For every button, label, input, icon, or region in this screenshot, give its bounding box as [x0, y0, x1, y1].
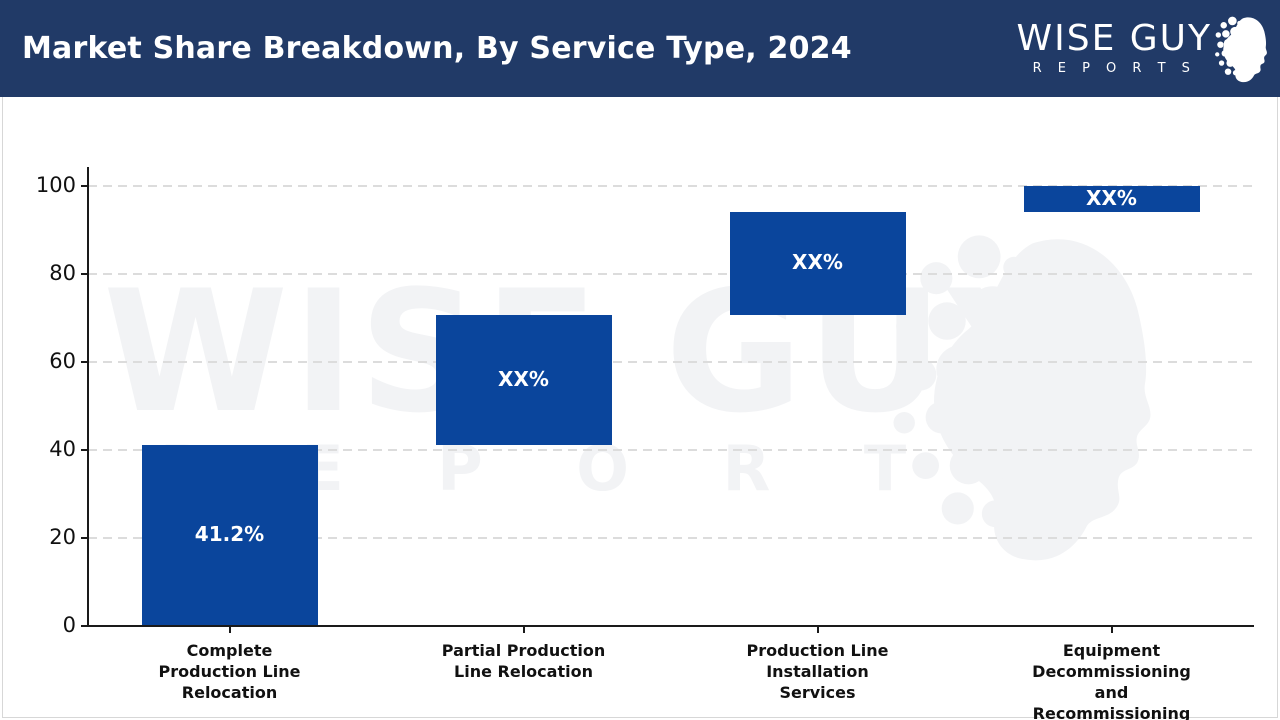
- x-tick-2: [522, 627, 525, 633]
- x-category-label-3: Production Line Installation Services: [746, 641, 889, 702]
- header: Market Share Breakdown, By Service Type,…: [0, 0, 1280, 97]
- bar-value-label-4: XX%: [1086, 185, 1137, 210]
- gridline-40: [88, 449, 1253, 451]
- y-tick-label-40: 40: [49, 437, 76, 461]
- bar-segment-1: [141, 444, 318, 626]
- logo-wordmark: WISE GUY: [1016, 18, 1212, 59]
- y-tick-label-80: 80: [49, 261, 76, 285]
- y-tick-80: [81, 273, 88, 275]
- y-axis-line: [87, 167, 89, 627]
- brand-logo-text: WISE GUY R E P O R T S: [1016, 18, 1213, 77]
- y-tick-label-0: 0: [62, 613, 76, 637]
- gridline-80: [88, 273, 1253, 275]
- bar-segment-3: [729, 211, 906, 315]
- y-tick-100: [81, 185, 88, 187]
- x-category-label-4: Equipment Decommissioning and Recommissi…: [1032, 641, 1191, 720]
- x-category-label-1: Complete Production Line Relocation: [158, 641, 301, 702]
- bar-segment-4: [1023, 186, 1200, 212]
- bar-value-label-3: XX%: [792, 250, 843, 275]
- bar-value-label-2: XX%: [498, 366, 549, 391]
- brand-logo: WISE GUY R E P O R T S: [1017, 9, 1280, 89]
- logo-tagline: R E P O R T S: [1032, 61, 1196, 76]
- y-tick-40: [81, 449, 88, 451]
- bar-value-label-1: 41.2%: [194, 522, 265, 547]
- x-tick-3: [816, 627, 819, 633]
- y-tick-60: [81, 361, 88, 363]
- y-tick-label-20: 20: [49, 525, 76, 549]
- y-tick-20: [81, 537, 88, 539]
- x-axis-line: [87, 625, 1254, 627]
- x-tick-4: [1110, 627, 1113, 633]
- x-tick-1: [228, 627, 231, 633]
- x-category-label-2: Partial Production Line Relocation: [441, 641, 606, 681]
- y-tick-label-100: 100: [35, 173, 76, 197]
- gridline-60: [88, 361, 1253, 363]
- y-tick-label-60: 60: [49, 349, 76, 373]
- bar-segment-2: [435, 314, 612, 445]
- gridline-100: [88, 185, 1253, 187]
- page-title: Market Share Breakdown, By Service Type,…: [22, 31, 852, 66]
- gridline-20: [88, 537, 1253, 539]
- y-tick-0: [81, 625, 88, 627]
